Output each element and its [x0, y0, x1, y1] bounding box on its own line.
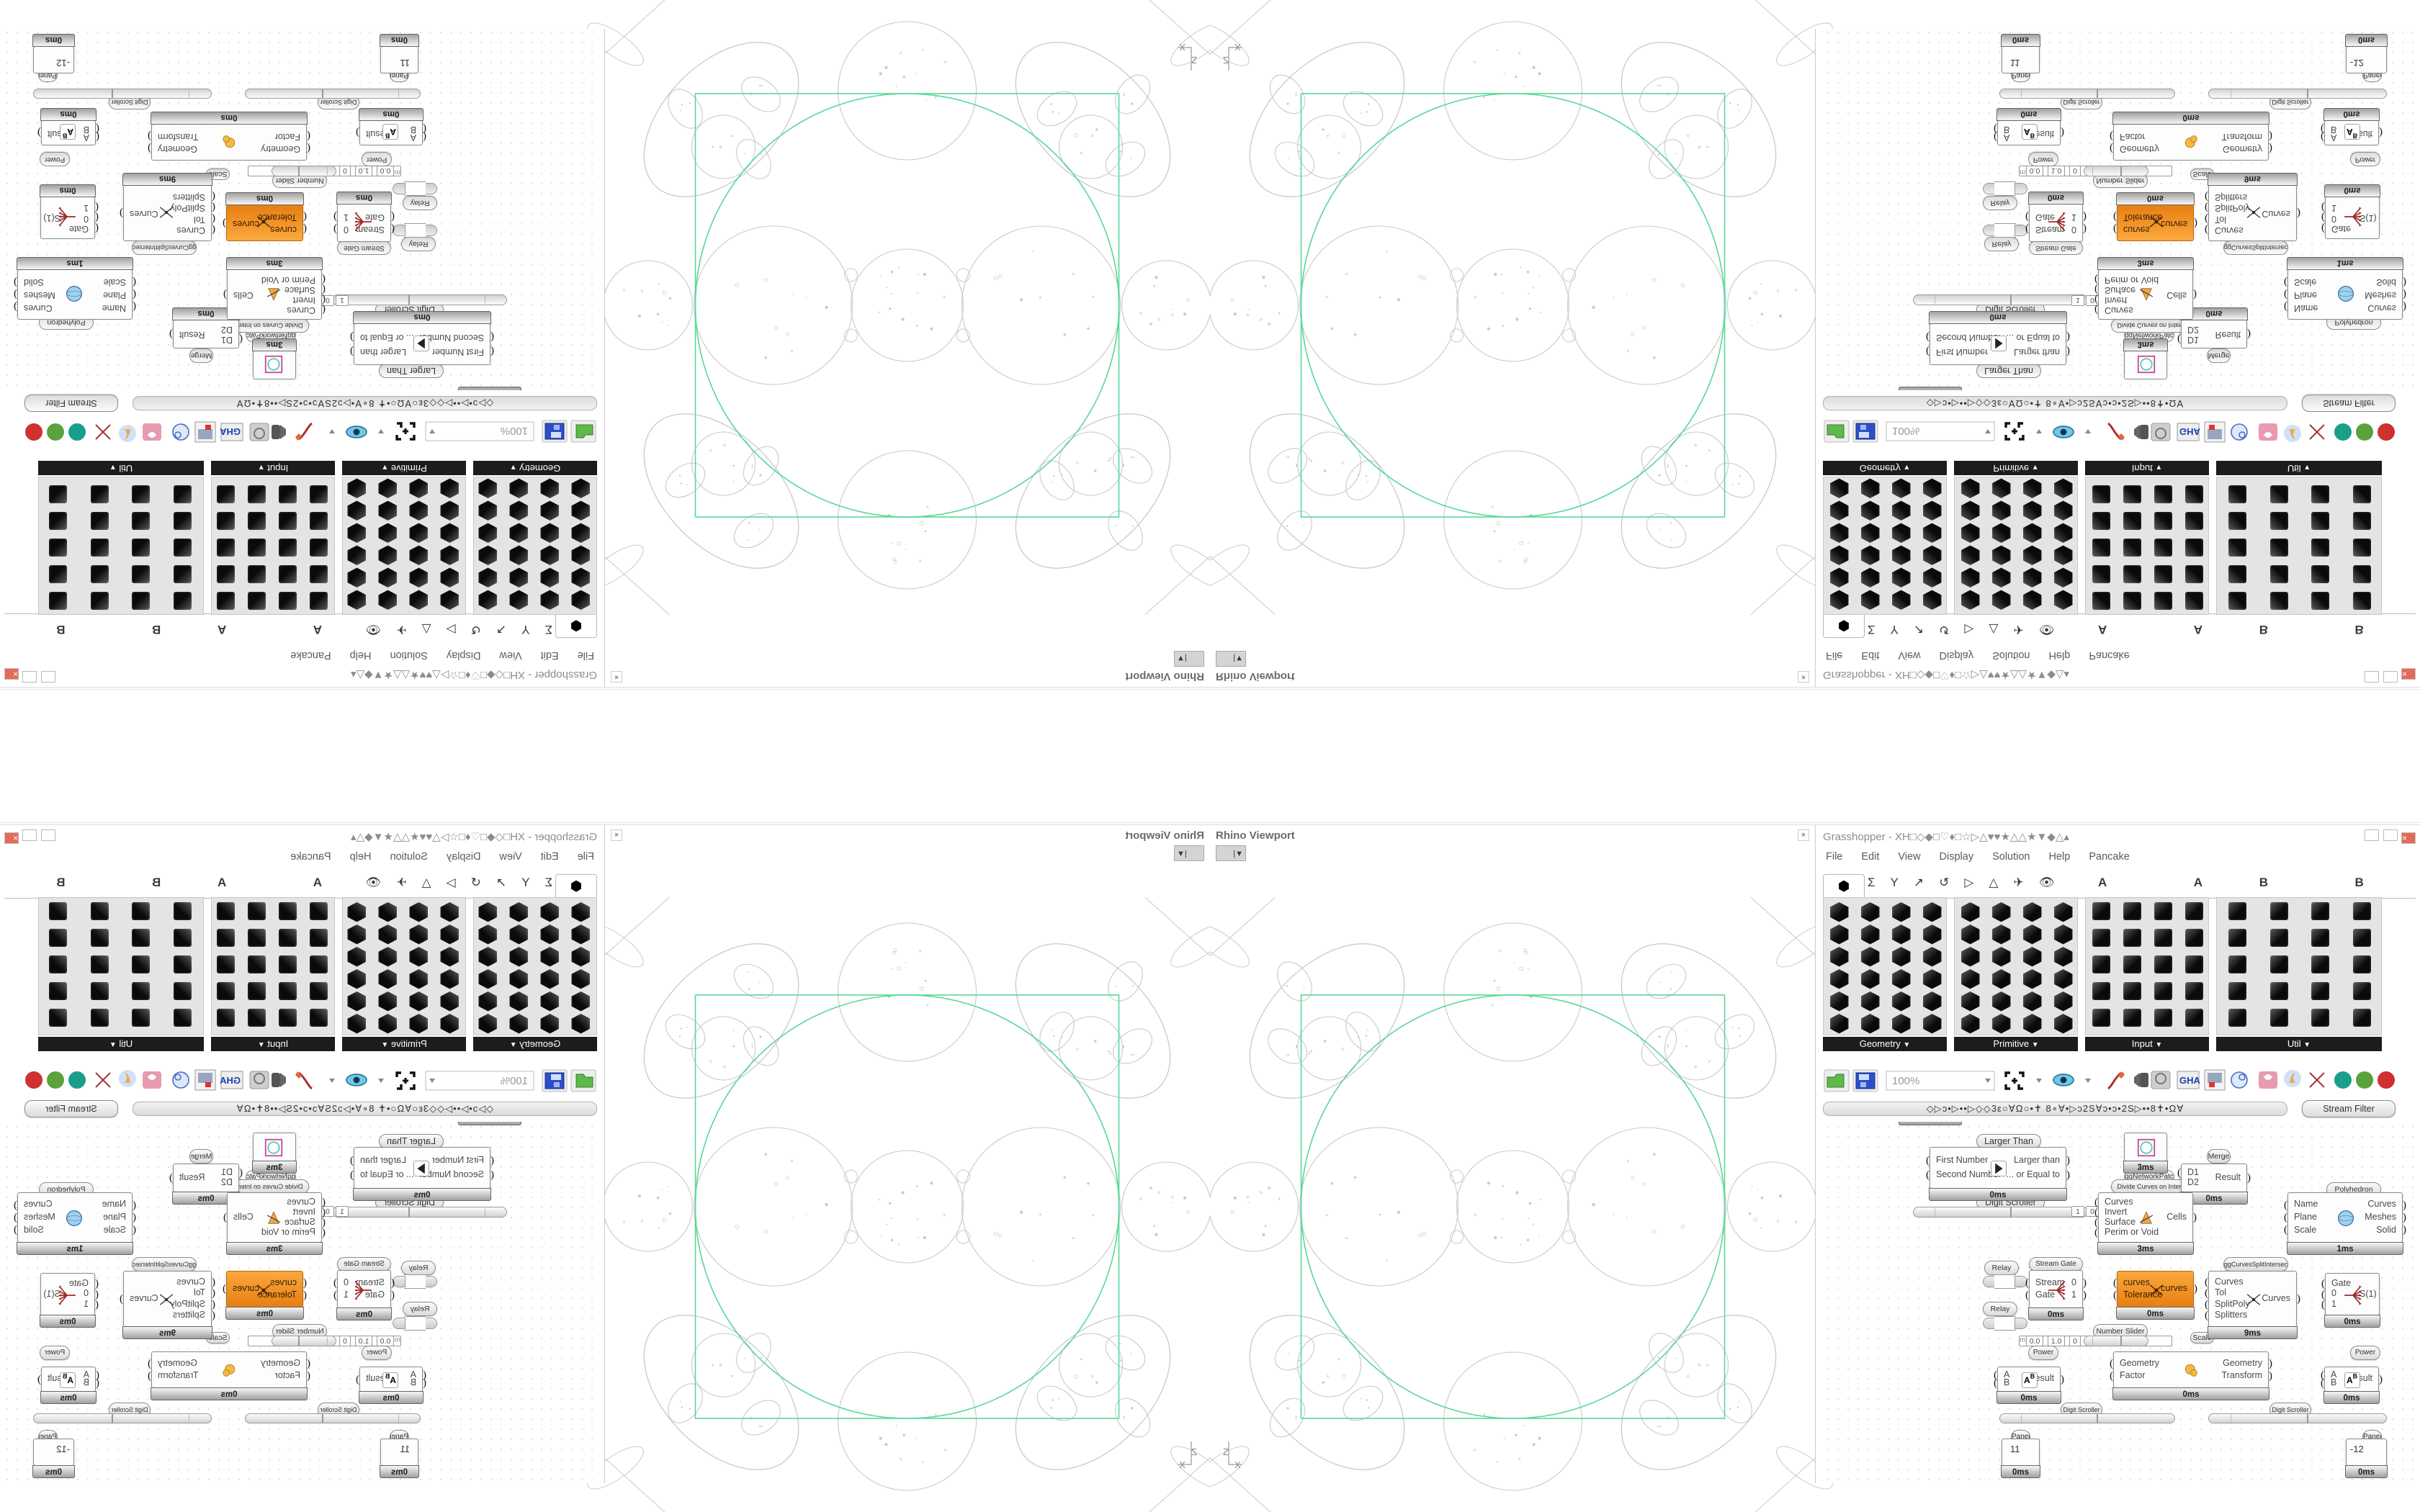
- svg-text:A: A: [2024, 1375, 2030, 1385]
- svg-text:100%: 100%: [1892, 425, 1919, 437]
- svg-text:B: B: [63, 1372, 67, 1380]
- svg-text:A: A: [2347, 1375, 2353, 1385]
- svg-text:GHA: GHA: [2179, 426, 2201, 437]
- svg-text:A: A: [2024, 127, 2030, 138]
- svg-text:100%: 100%: [501, 1075, 528, 1087]
- svg-text:GHA: GHA: [220, 1075, 241, 1086]
- svg-text:B: B: [2353, 132, 2357, 140]
- svg-text:A: A: [2347, 127, 2353, 138]
- svg-text:100%: 100%: [501, 425, 528, 437]
- svg-text:B: B: [385, 132, 390, 140]
- svg-text:B: B: [2353, 1372, 2357, 1380]
- svg-text:GHA: GHA: [2179, 1075, 2201, 1086]
- svg-text:100%: 100%: [1892, 1075, 1919, 1087]
- svg-text:B: B: [63, 132, 67, 140]
- svg-text:GHA: GHA: [220, 426, 241, 437]
- svg-text:A: A: [67, 127, 73, 138]
- svg-text:A: A: [390, 1375, 396, 1385]
- svg-text:A: A: [390, 127, 396, 138]
- svg-text:A: A: [67, 1375, 73, 1385]
- svg-text:B: B: [2030, 1372, 2035, 1380]
- svg-text:B: B: [385, 1372, 390, 1380]
- svg-text:B: B: [2030, 132, 2035, 140]
